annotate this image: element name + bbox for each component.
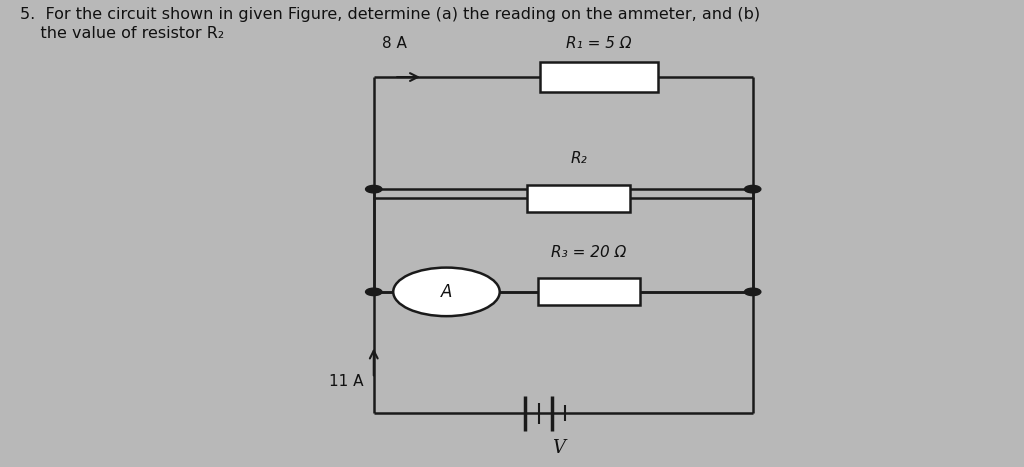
Bar: [541, 62, 657, 92]
Text: 5.  For the circuit shown in given Figure, determine (a) the reading on the amme: 5. For the circuit shown in given Figure…: [20, 7, 761, 22]
Bar: [538, 278, 640, 305]
Circle shape: [744, 288, 761, 296]
Text: R₂: R₂: [570, 151, 587, 166]
Text: R₁ = 5 Ω: R₁ = 5 Ω: [566, 36, 632, 51]
Text: V: V: [552, 439, 564, 457]
Circle shape: [366, 288, 382, 296]
Text: the value of resistor R₂: the value of resistor R₂: [20, 26, 224, 41]
Circle shape: [366, 185, 382, 193]
Circle shape: [393, 268, 500, 316]
Text: A: A: [440, 283, 453, 301]
Text: R₃ = 20 Ω: R₃ = 20 Ω: [551, 245, 627, 260]
Text: 8 A: 8 A: [382, 36, 407, 51]
Text: 11 A: 11 A: [329, 374, 364, 389]
Bar: [527, 185, 630, 212]
Circle shape: [744, 185, 761, 193]
